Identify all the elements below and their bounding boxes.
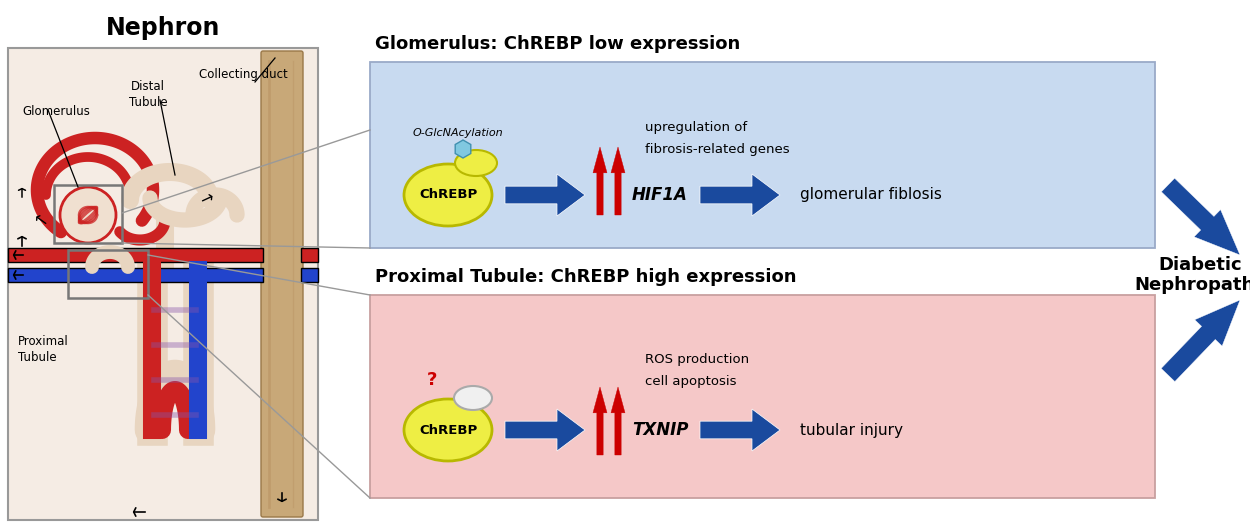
Ellipse shape xyxy=(455,150,498,176)
Polygon shape xyxy=(505,409,585,451)
Polygon shape xyxy=(505,174,585,216)
FancyBboxPatch shape xyxy=(370,62,1155,248)
Ellipse shape xyxy=(454,386,493,410)
Text: ROS production: ROS production xyxy=(645,354,749,367)
FancyBboxPatch shape xyxy=(8,48,318,520)
Text: HIF1A: HIF1A xyxy=(632,186,688,204)
Polygon shape xyxy=(1161,300,1240,382)
Polygon shape xyxy=(611,387,625,455)
FancyBboxPatch shape xyxy=(301,268,318,282)
Text: upregulation of: upregulation of xyxy=(645,121,748,135)
Polygon shape xyxy=(455,140,471,158)
Text: Glomerulus: ChREBP low expression: Glomerulus: ChREBP low expression xyxy=(375,35,740,53)
Ellipse shape xyxy=(404,399,492,461)
FancyBboxPatch shape xyxy=(370,295,1155,498)
Text: cell apoptosis: cell apoptosis xyxy=(645,375,736,388)
Polygon shape xyxy=(592,387,608,455)
Text: ?: ? xyxy=(426,371,438,389)
Text: glomerular fiblosis: glomerular fiblosis xyxy=(800,188,942,202)
Text: Distal
Tubule: Distal Tubule xyxy=(129,80,168,109)
Polygon shape xyxy=(700,409,780,451)
Text: Proximal Tubule: ChREBP high expression: Proximal Tubule: ChREBP high expression xyxy=(375,268,796,286)
Polygon shape xyxy=(1161,178,1240,255)
Polygon shape xyxy=(592,147,608,215)
Text: Nephron: Nephron xyxy=(106,16,220,40)
Text: Collecting duct: Collecting duct xyxy=(199,68,288,81)
Text: Glomerulus: Glomerulus xyxy=(22,105,90,118)
Polygon shape xyxy=(611,147,625,215)
Text: Nephropathy: Nephropathy xyxy=(1134,276,1250,294)
FancyBboxPatch shape xyxy=(8,248,262,262)
Polygon shape xyxy=(700,174,780,216)
Text: fibrosis-related genes: fibrosis-related genes xyxy=(645,144,790,156)
Text: tubular injury: tubular injury xyxy=(800,422,902,437)
FancyBboxPatch shape xyxy=(301,248,318,262)
Text: O-GlcNAcylation: O-GlcNAcylation xyxy=(412,128,504,138)
Text: Diabetic: Diabetic xyxy=(1159,256,1241,274)
Circle shape xyxy=(60,187,116,243)
Text: ChREBP: ChREBP xyxy=(419,189,478,201)
Ellipse shape xyxy=(404,164,492,226)
FancyBboxPatch shape xyxy=(261,51,302,517)
FancyBboxPatch shape xyxy=(8,268,262,282)
Text: TXNIP: TXNIP xyxy=(631,421,689,439)
Text: Proximal
Tubule: Proximal Tubule xyxy=(18,335,69,364)
Text: ChREBP: ChREBP xyxy=(419,423,478,437)
